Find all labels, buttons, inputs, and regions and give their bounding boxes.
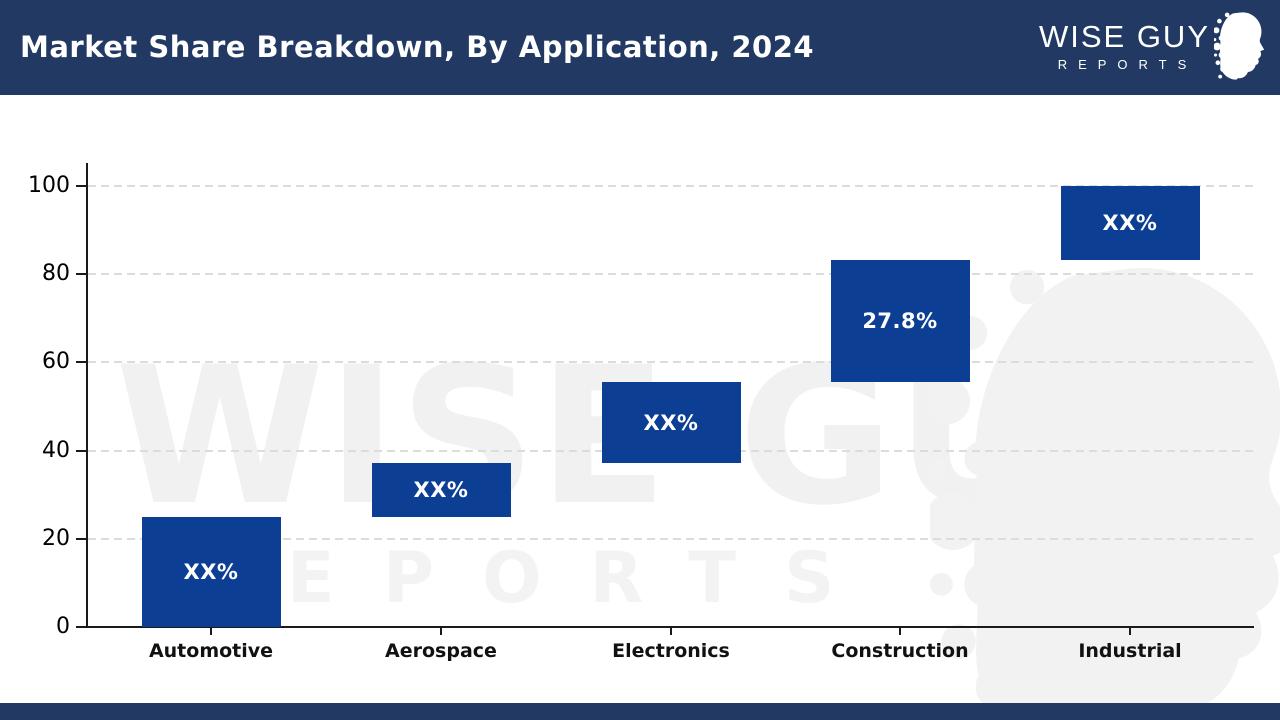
footer-bar <box>0 703 1280 720</box>
chart-title: Market Share Breakdown, By Application, … <box>20 30 815 64</box>
bar-automotive: XX% <box>141 517 281 627</box>
grid-line-20 <box>88 537 1254 540</box>
y-tick-mark-40 <box>76 449 86 452</box>
y-tick-label-40: 40 <box>42 437 70 463</box>
y-tick-mark-0 <box>76 626 86 628</box>
x-tick-mark-industrial <box>1129 628 1131 635</box>
logo-wordmark: WISE GUY <box>1038 18 1210 54</box>
bar-industrial: XX% <box>1060 186 1200 260</box>
y-tick-label-60: 60 <box>42 349 70 375</box>
bar-value-label-automotive: XX% <box>183 560 239 585</box>
wise-guy-logo: WISE GUY REPORTS <box>1039 9 1268 81</box>
x-category-label-aerospace: Aerospace <box>385 640 497 662</box>
x-tick-mark-automotive <box>210 628 212 635</box>
x-tick-mark-electronics <box>670 628 672 635</box>
watermark-subtitle: REPORTS <box>185 537 883 619</box>
bar-electronics: XX% <box>601 382 741 464</box>
chart-canvas: WISE GUY REPORTS 0 20 40 60 80 100 XX% Automoti… <box>0 95 1280 703</box>
header-bar: Market Share Breakdown, By Application, … <box>0 0 1280 95</box>
plot-area: 0 20 40 60 80 100 XX% Automotive XX% Aerospace XX%… <box>0 95 1280 703</box>
logo-text: WISE GUY REPORTS <box>1039 19 1210 72</box>
x-tick-mark-construction <box>899 628 901 635</box>
grid-line-100 <box>88 185 1254 187</box>
bar-construction: 27.8% <box>830 259 970 383</box>
y-tick-label-0: 0 <box>56 614 70 639</box>
y-tick-mark-80 <box>76 273 86 276</box>
y-axis-line <box>86 163 88 628</box>
logo-subtitle: REPORTS <box>1057 56 1198 72</box>
grid-line-80 <box>88 273 1254 276</box>
bar-value-label-electronics: XX% <box>643 410 699 435</box>
x-axis-line <box>86 626 1254 628</box>
x-tick-mark-aerospace <box>440 628 442 635</box>
y-tick-label-100: 100 <box>28 173 70 198</box>
y-tick-label-20: 20 <box>42 525 70 551</box>
bar-value-label-aerospace: XX% <box>413 478 469 503</box>
y-tick-mark-100 <box>76 185 86 187</box>
y-tick-mark-60 <box>76 361 86 364</box>
bar-aerospace: XX% <box>371 463 511 518</box>
face-profile-icon <box>1214 9 1268 81</box>
x-category-label-electronics: Electronics <box>612 640 730 662</box>
y-tick-label-80: 80 <box>42 261 70 287</box>
x-category-label-construction: Construction <box>831 640 969 662</box>
bar-value-label-construction: 27.8% <box>862 308 938 333</box>
grid-line-60 <box>88 361 1254 364</box>
x-category-label-automotive: Automotive <box>148 640 274 662</box>
y-tick-mark-20 <box>76 537 86 540</box>
bar-value-label-industrial: XX% <box>1102 210 1158 235</box>
x-category-label-industrial: Industrial <box>1078 640 1182 662</box>
